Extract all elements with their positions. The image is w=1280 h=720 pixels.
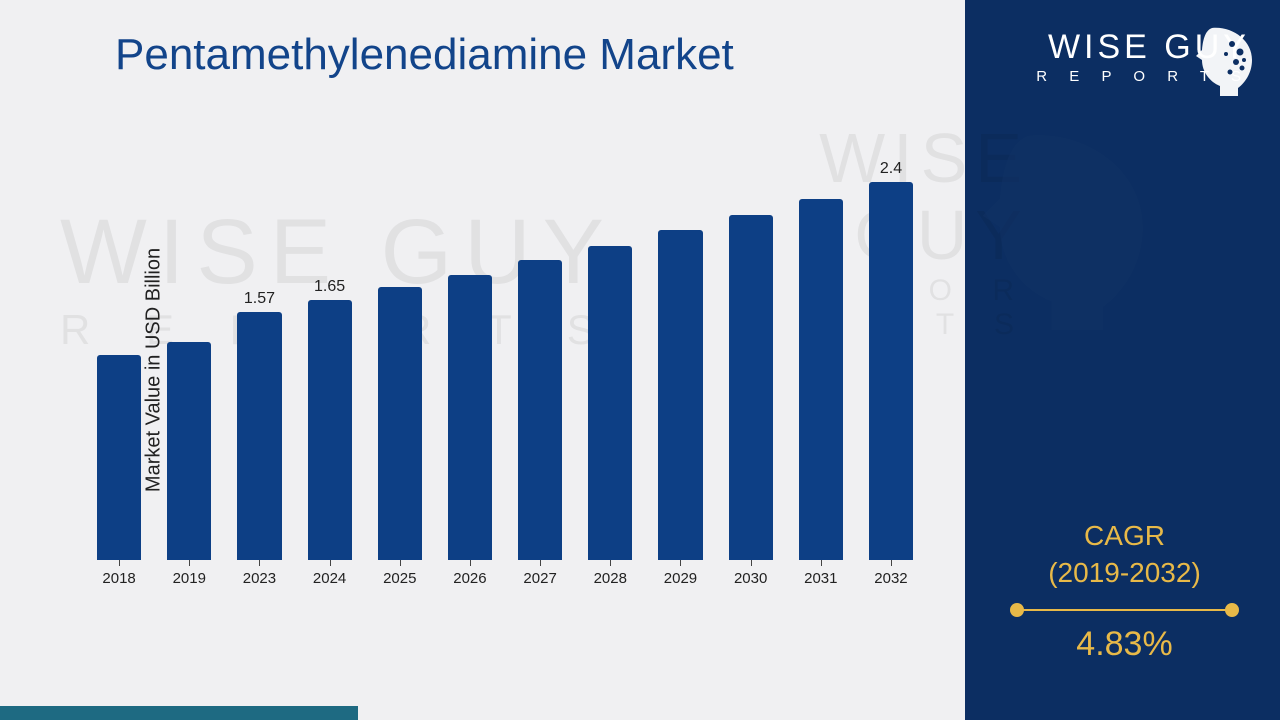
cagr-value: 4.83% (1007, 625, 1242, 664)
plot-area: 1.57 1.65 2.4 (90, 150, 920, 560)
bar-slot (585, 150, 635, 560)
bar (167, 342, 211, 560)
cagr-block: CAGR (2019-2032) 4.83% (1007, 518, 1242, 664)
cagr-label: CAGR (1007, 518, 1242, 554)
bar (97, 355, 141, 560)
bottom-accent-bar (0, 706, 358, 720)
cagr-divider (1017, 609, 1232, 611)
cagr-period: (2019-2032) (1007, 555, 1242, 591)
bar-slot: 2.4 (866, 150, 916, 560)
bar (588, 246, 632, 560)
bar (518, 260, 562, 560)
x-tick: 2026 (445, 560, 495, 590)
x-tick: 2023 (234, 560, 284, 590)
bar (729, 215, 773, 560)
bar-slot (445, 150, 495, 560)
bar (448, 275, 492, 560)
bar (378, 287, 422, 560)
bar-slot (515, 150, 565, 560)
bar (658, 230, 702, 560)
x-tick: 2018 (94, 560, 144, 590)
x-tick: 2029 (655, 560, 705, 590)
bar-slot (164, 150, 214, 560)
x-tick: 2028 (585, 560, 635, 590)
x-tick: 2024 (305, 560, 355, 590)
brand-logo: WISE GUY R E P O R T S (1036, 30, 1250, 85)
x-tick: 2032 (866, 560, 916, 590)
bar-slot: 1.57 (234, 150, 284, 560)
bar-slot (375, 150, 425, 560)
bar-slot (655, 150, 705, 560)
bar-value-label: 1.57 (244, 290, 275, 308)
bar (237, 312, 281, 560)
bar-slot: 1.65 (305, 150, 355, 560)
bar-slot (796, 150, 846, 560)
x-tick: 2019 (164, 560, 214, 590)
bar-slot (726, 150, 776, 560)
x-tick: 2027 (515, 560, 565, 590)
logo-head-icon (1192, 26, 1254, 96)
x-tick: 2031 (796, 560, 846, 590)
bar-value-label: 1.65 (314, 278, 345, 296)
x-axis: 2018 2019 2023 2024 2025 2026 2027 2028 2029 2030… (90, 560, 920, 590)
bar-slot (94, 150, 144, 560)
bars-container: 1.57 1.65 2.4 (90, 150, 920, 560)
bar-value-label: 2.4 (880, 160, 902, 178)
bar (869, 182, 913, 560)
x-tick: 2025 (375, 560, 425, 590)
x-tick: 2030 (726, 560, 776, 590)
bar (799, 199, 843, 560)
chart-title: Pentamethylenediamine Market (115, 30, 734, 80)
bar (308, 300, 352, 560)
bar-chart: Market Value in USD Billion 1.571.652.4 … (50, 150, 920, 590)
